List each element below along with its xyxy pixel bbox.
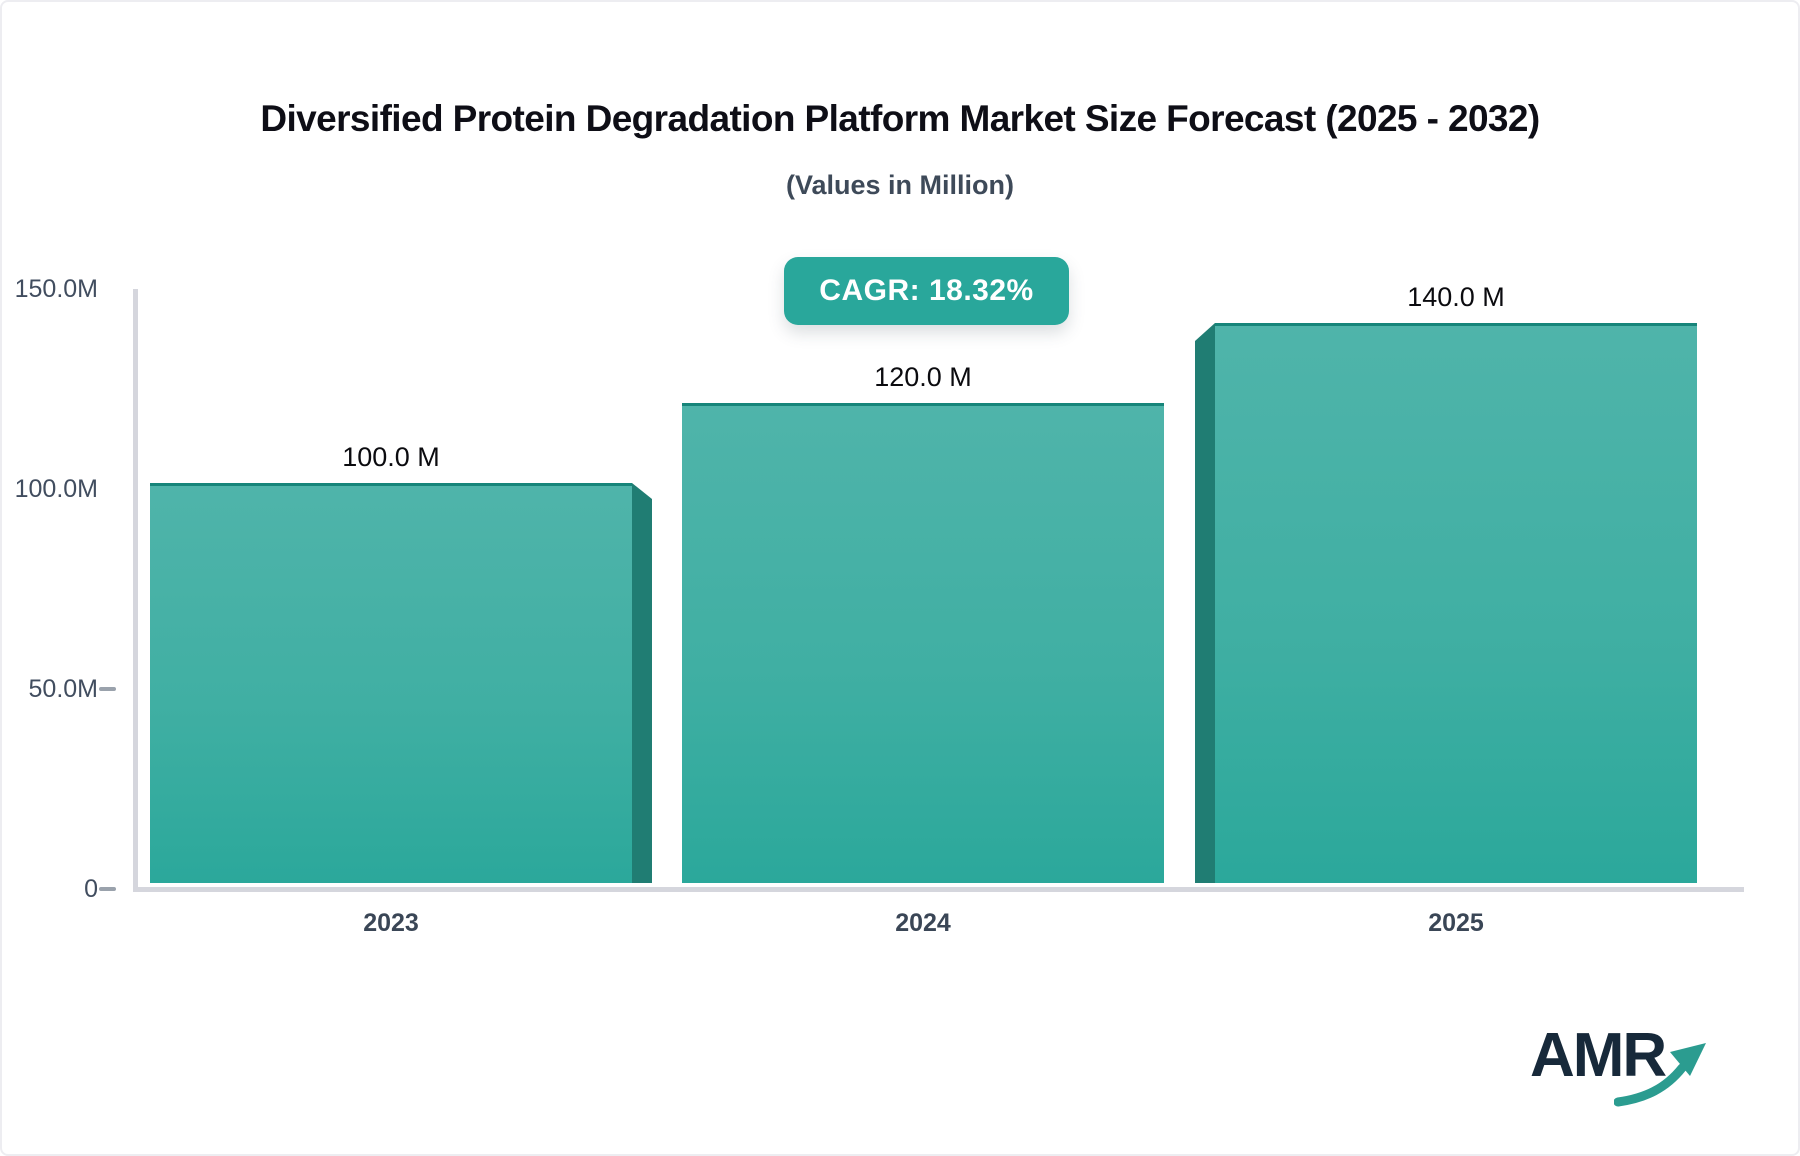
bar-3d-side [632,483,652,883]
y-tick-label-0: 0 [84,875,98,903]
growth-arrow-icon [1614,1043,1706,1107]
y-tick-mark-0 [99,887,116,891]
x-axis-line [133,887,1744,892]
x-tick-label-2024: 2024 [895,909,951,937]
bar-face [150,483,632,883]
bar-2024[interactable]: 120.0 M [682,362,1164,883]
bar-face [1215,323,1697,883]
amr-logo: AMR [1530,1020,1730,1110]
y-tick-label-150m: 150.0M [14,275,98,303]
bar-2025[interactable]: 140.0 M [1195,282,1697,883]
cagr-badge: CAGR: 18.32% [784,257,1069,325]
bar-2023[interactable]: 100.0 M [150,442,652,883]
bar-face [682,403,1164,883]
bar-3d-side [1195,323,1215,883]
y-tick-label-100m: 100.0M [14,475,98,503]
x-tick-label-2023: 2023 [363,909,419,937]
bar-value-label: 140.0 M [1407,282,1505,312]
y-tick-mark-50m [99,687,116,691]
bar-value-label: 120.0 M [874,362,972,392]
chart-title: Diversified Protein Degradation Platform… [260,98,1540,139]
amr-logo-text: AMR [1530,1021,1667,1090]
x-tick-label-2025: 2025 [1428,909,1484,937]
bar-value-label: 100.0 M [342,442,440,472]
chart-subtitle: (Values in Million) [785,170,1015,200]
y-tick-label-50m: 50.0M [28,675,98,703]
y-axis-line [133,289,138,890]
